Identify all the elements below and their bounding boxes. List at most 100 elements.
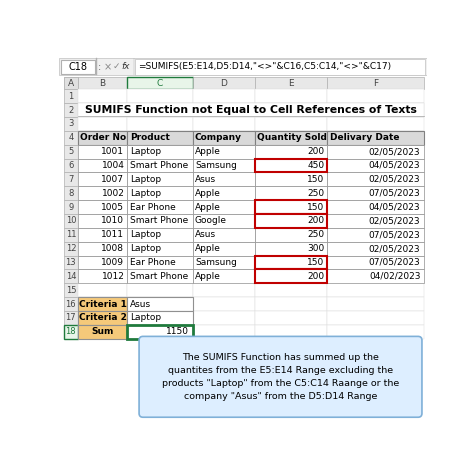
- Bar: [128, 200, 192, 214]
- Text: 4: 4: [68, 133, 73, 142]
- Bar: [192, 242, 255, 255]
- Bar: [128, 77, 192, 89]
- Bar: [128, 242, 192, 255]
- Text: 04/02/2023: 04/02/2023: [369, 272, 420, 281]
- Text: B: B: [100, 79, 106, 88]
- Text: 150: 150: [307, 202, 324, 211]
- Bar: [59, 58, 427, 75]
- Text: 1011: 1011: [101, 230, 124, 239]
- Text: :: :: [98, 62, 101, 72]
- Bar: [128, 325, 192, 339]
- Bar: [78, 131, 128, 145]
- Text: Smart Phone: Smart Phone: [130, 161, 188, 170]
- Text: 150: 150: [307, 175, 324, 184]
- Text: Laptop: Laptop: [130, 189, 161, 198]
- Bar: [78, 325, 128, 339]
- Text: 04/05/2023: 04/05/2023: [369, 161, 420, 170]
- Bar: [128, 89, 192, 103]
- Bar: [192, 186, 255, 200]
- Text: E: E: [288, 79, 294, 88]
- Text: Smart Phone: Smart Phone: [130, 217, 188, 226]
- Bar: [78, 255, 128, 269]
- Bar: [78, 269, 128, 283]
- Text: Ear Phone: Ear Phone: [130, 258, 175, 267]
- Text: 18: 18: [65, 327, 76, 336]
- Bar: [78, 297, 128, 311]
- Bar: [78, 89, 128, 103]
- Text: A: A: [68, 79, 74, 88]
- Text: 1001: 1001: [101, 147, 124, 156]
- Bar: [255, 145, 328, 158]
- Text: 200: 200: [307, 147, 324, 156]
- Text: 12: 12: [65, 244, 76, 253]
- Bar: [78, 283, 128, 297]
- Text: 5: 5: [68, 147, 73, 156]
- Bar: [328, 131, 423, 145]
- Bar: [328, 228, 423, 242]
- Bar: [64, 269, 78, 283]
- Bar: [78, 214, 128, 228]
- Bar: [328, 145, 423, 158]
- Text: 1007: 1007: [101, 175, 124, 184]
- FancyBboxPatch shape: [139, 337, 422, 417]
- Bar: [255, 131, 328, 145]
- Text: Sum: Sum: [91, 327, 114, 336]
- Bar: [192, 200, 255, 214]
- Text: Delivary Date: Delivary Date: [330, 133, 399, 142]
- Text: C: C: [157, 79, 163, 88]
- Bar: [64, 173, 78, 186]
- Bar: [255, 255, 328, 269]
- Bar: [64, 103, 78, 117]
- Bar: [78, 297, 128, 311]
- Bar: [64, 77, 78, 89]
- Text: Apple: Apple: [195, 272, 221, 281]
- Text: 04/05/2023: 04/05/2023: [369, 202, 420, 211]
- Text: 17: 17: [65, 313, 76, 322]
- Bar: [255, 283, 328, 297]
- Bar: [64, 186, 78, 200]
- Bar: [328, 214, 423, 228]
- Bar: [328, 255, 423, 269]
- Bar: [328, 158, 423, 173]
- Text: 1008: 1008: [101, 244, 124, 253]
- Bar: [78, 214, 128, 228]
- Bar: [255, 173, 328, 186]
- Bar: [328, 173, 423, 186]
- Bar: [128, 200, 192, 214]
- Bar: [128, 158, 192, 173]
- Bar: [64, 131, 78, 145]
- Bar: [328, 173, 423, 186]
- Bar: [78, 117, 128, 131]
- Bar: [328, 158, 423, 173]
- Bar: [128, 228, 192, 242]
- Bar: [192, 325, 255, 339]
- Bar: [128, 269, 192, 283]
- Text: D: D: [220, 79, 227, 88]
- Bar: [128, 173, 192, 186]
- Text: Laptop: Laptop: [130, 313, 161, 322]
- Bar: [78, 158, 128, 173]
- Text: 8: 8: [68, 189, 73, 198]
- Bar: [255, 228, 328, 242]
- Bar: [78, 186, 128, 200]
- Text: ×: ×: [103, 62, 111, 72]
- Bar: [64, 297, 78, 311]
- Bar: [64, 117, 78, 131]
- Bar: [328, 214, 423, 228]
- Bar: [78, 242, 128, 255]
- Bar: [192, 145, 255, 158]
- Bar: [255, 158, 328, 173]
- Bar: [255, 269, 328, 283]
- Bar: [255, 131, 328, 145]
- Text: 1004: 1004: [101, 161, 124, 170]
- Text: 10: 10: [65, 217, 76, 226]
- Text: Apple: Apple: [195, 147, 221, 156]
- Bar: [192, 158, 255, 173]
- Text: 07/05/2023: 07/05/2023: [369, 258, 420, 267]
- Text: Samsung: Samsung: [195, 161, 237, 170]
- Bar: [255, 325, 328, 339]
- Bar: [128, 242, 192, 255]
- Text: 3: 3: [68, 119, 73, 128]
- Bar: [328, 269, 423, 283]
- Text: Google: Google: [195, 217, 227, 226]
